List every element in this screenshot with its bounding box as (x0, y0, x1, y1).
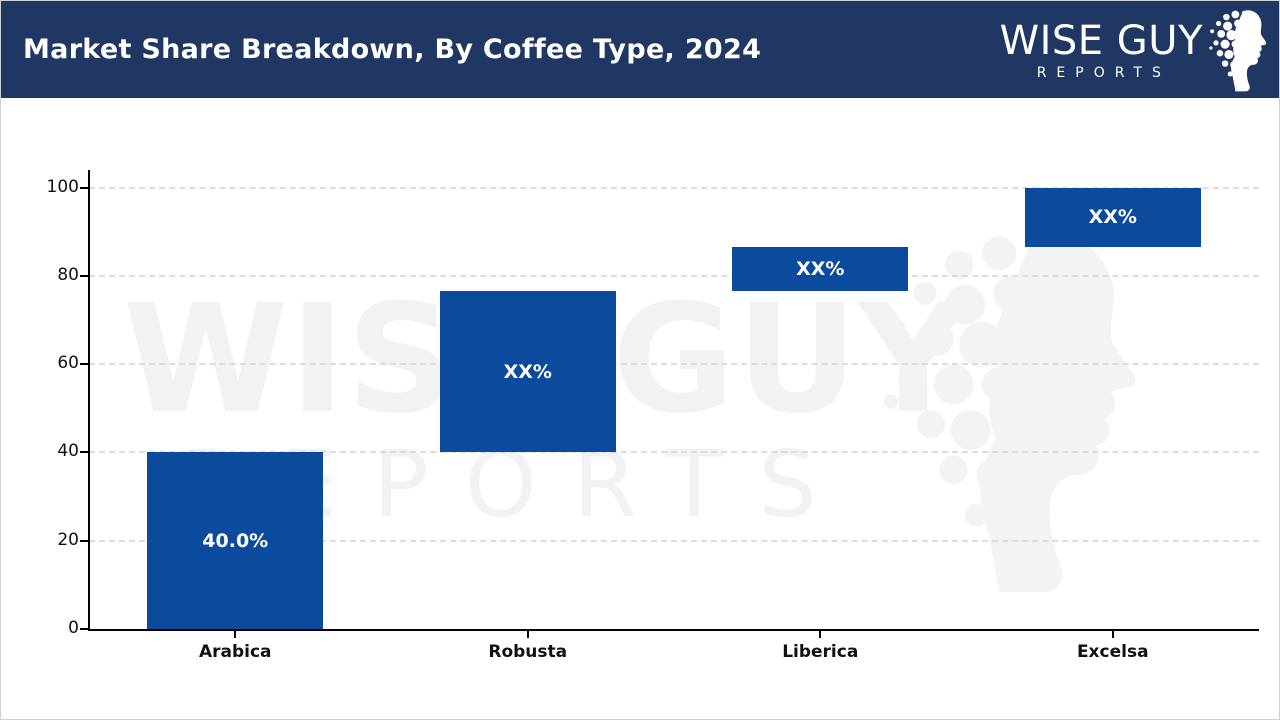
x-axis-line (88, 629, 1259, 631)
y-tick-label-20: 20 (57, 529, 79, 550)
y-tick-label-60: 60 (57, 353, 79, 374)
y-axis-line (88, 170, 90, 631)
y-tick-label-0: 0 (68, 618, 79, 638)
y-tick-mark-0 (80, 628, 88, 630)
y-tick-mark-80 (80, 274, 88, 277)
logo: WISE GUY REPORTS (1000, 7, 1271, 93)
x-tick-mark-excelsa (1111, 631, 1114, 638)
logo-reports-text: REPORTS (1036, 64, 1171, 81)
bar-excelsa: XX% (1024, 187, 1201, 248)
bar-value-label-robusta: XX% (503, 360, 552, 383)
gridline-20 (89, 539, 1259, 542)
x-tick-label-robusta: Robusta (488, 642, 568, 662)
y-tick-mark-40 (80, 451, 88, 454)
bar-value-label-liberica: XX% (796, 258, 845, 281)
page-title: Market Share Breakdown, By Coffee Type, … (23, 34, 762, 65)
logo-wordmark: WISE GUY REPORTS (1000, 21, 1203, 80)
x-tick-mark-robusta (526, 631, 529, 638)
y-tick-mark-60 (80, 363, 88, 366)
bar-robusta: XX% (439, 291, 616, 453)
gridline-80 (89, 274, 1259, 277)
y-tick-label-80: 80 (57, 264, 79, 285)
x-tick-label-excelsa: Excelsa (1076, 642, 1149, 662)
bar-arabica: 40.0% (147, 452, 324, 629)
x-tick-mark-liberica (819, 631, 822, 638)
y-tick-label-100: 100 (46, 176, 79, 197)
gridline-40 (89, 451, 1259, 454)
logo-head-icon (1209, 10, 1267, 92)
x-tick-label-liberica: Liberica (782, 642, 859, 662)
x-tick-label-arabica: Arabica (198, 642, 272, 662)
bar-value-label-arabica: 40.0% (202, 529, 269, 552)
x-tick-mark-arabica (234, 631, 237, 638)
gridline-100 (89, 186, 1259, 189)
logo-brand-text: WISE GUY (999, 17, 1203, 64)
bar-value-label-excelsa: XX% (1088, 206, 1137, 229)
y-tick-label-40: 40 (57, 441, 79, 462)
bar-liberica: XX% (732, 247, 909, 292)
y-tick-mark-100 (80, 186, 88, 189)
header-bar: Market Share Breakdown, By Coffee Type, … (1, 1, 1279, 98)
y-tick-mark-20 (80, 539, 88, 542)
gridline-60 (89, 363, 1259, 366)
